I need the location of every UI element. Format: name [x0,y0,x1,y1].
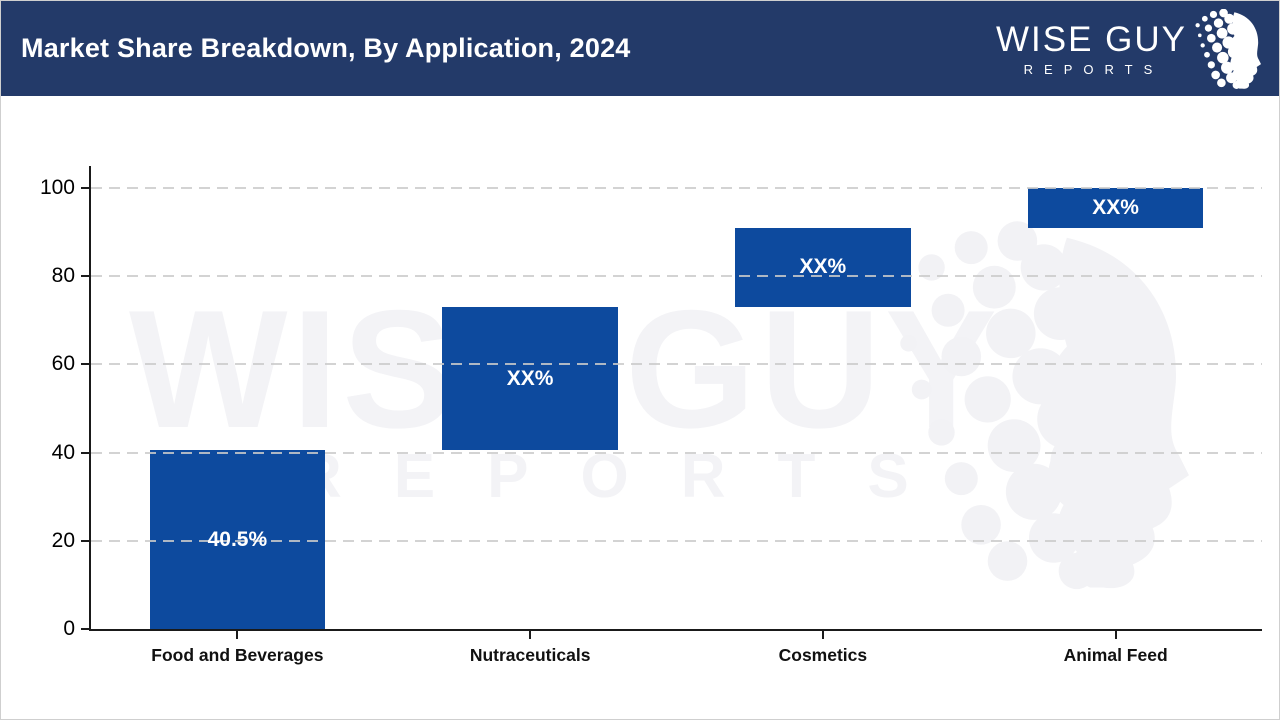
gridline-60 [91,363,1262,366]
y-tick-mark [81,363,89,366]
gridline-40 [91,451,1262,454]
x-category-label: Animal Feed [1063,645,1168,665]
plot-area: 0 20 40 60 80 100 40.5% Food and Beverages XX% Nu… [40,166,1262,665]
y-tick-label: 100 [39,176,75,200]
y-tick-mark [81,628,89,630]
brand-logo: WISE GUY REPORTS [996,8,1261,89]
y-tick-label: 80 [51,264,75,288]
x-category-label: Cosmetics [778,645,868,665]
bar-value-label: XX% [799,255,847,279]
y-tick-mark [81,187,89,190]
x-category-label: Nutraceuticals [469,645,591,665]
gridline-80 [91,275,1262,278]
bar-value-label: XX% [506,366,554,390]
y-tick-mark [81,275,89,278]
brand-logo-line2: REPORTS [1023,61,1164,77]
x-tick-mark [236,631,239,639]
x-tick-mark [529,631,532,639]
bar-food-and-beverages [149,450,326,629]
y-tick-label: 0 [63,617,75,640]
bar-animal-feed [1027,188,1204,228]
y-tick-label: 60 [51,352,75,376]
header-bar: Market Share Breakdown, By Application, … [1,1,1279,96]
bar-nutraceuticals [442,307,618,451]
watermark-head-icon [888,221,1189,590]
page-title: Market Share Breakdown, By Application, … [21,33,631,63]
gridline-100 [91,187,1262,190]
x-category-label: Food and Beverages [151,645,324,665]
bar-cosmetics [735,227,911,308]
head-profile-icon [1195,8,1261,89]
bar-value-label: XX% [1092,195,1139,219]
y-tick-mark [81,539,89,542]
x-tick-mark [821,631,824,639]
brand-logo-text: WISE GUY REPORTS [996,22,1187,76]
gridline-20 [91,539,1262,542]
y-tick-label: 40 [51,440,75,464]
y-tick-mark [81,451,89,454]
y-tick-label: 20 [51,528,75,552]
bar-value-label: 40.5% [207,527,268,551]
brand-logo-line1: WISE GUY [995,19,1187,59]
x-tick-mark [1114,631,1117,639]
